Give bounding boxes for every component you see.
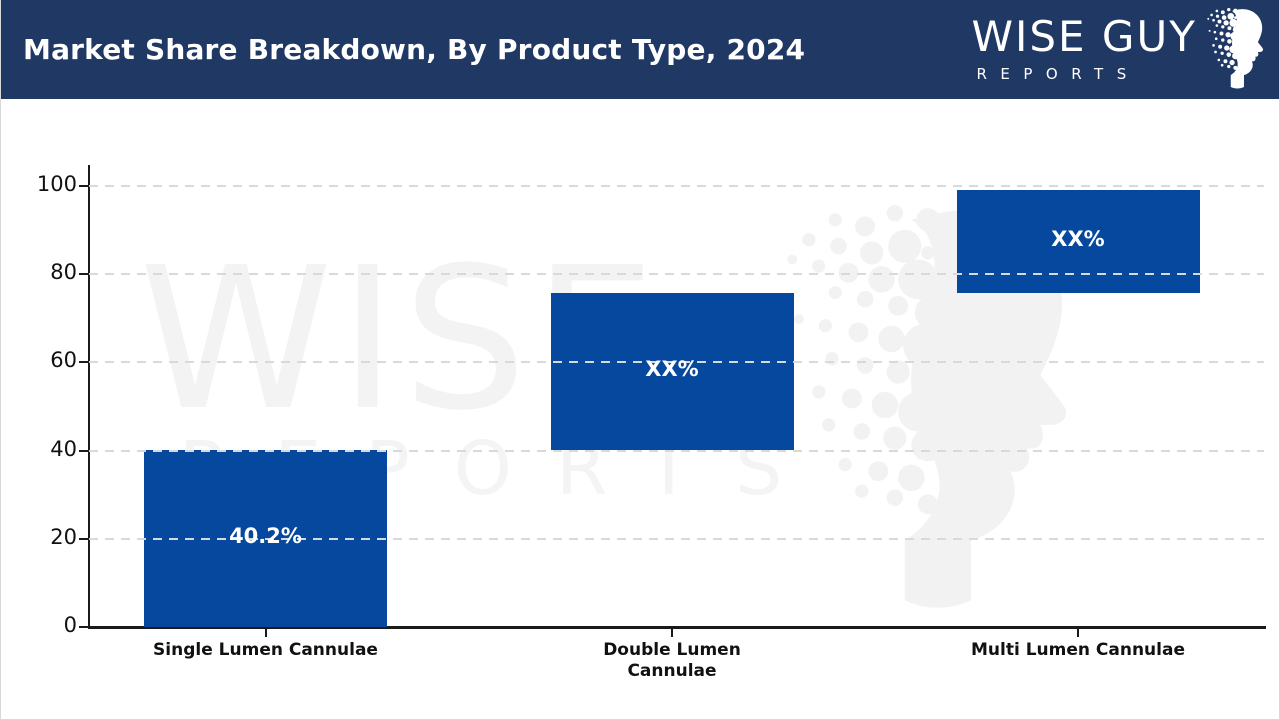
x-tick-mark [671,628,673,637]
y-tick-label: 100 [36,172,77,196]
dotted-head-icon [1207,7,1263,89]
y-tick-label: 0 [63,613,77,637]
y-tick-label: 20 [50,524,77,549]
gridline [89,449,1264,452]
logo: WISE GUY REPORTS [971,7,1265,93]
x-category-label: Multi Lumen Cannulae [970,640,1185,660]
y-tick-mark [79,361,88,364]
y-tick-label: 60 [50,348,77,373]
gridline [89,537,1264,540]
y-tick-mark [79,626,88,628]
header: Market Share Breakdown, By Product Type,… [1,0,1279,99]
logo-text: WISE GUY REPORTS [971,12,1197,84]
y-axis-spine [88,165,90,629]
bar-value-label: XX% [645,357,699,382]
bar-value-label: XX% [1051,227,1105,252]
y-tick-label: 80 [50,260,77,285]
bar-value-label: 40.2% [229,524,302,549]
y-tick-mark [79,537,88,540]
logo-wordmark: WISE GUY [971,12,1197,61]
y-tick-mark [79,185,88,187]
x-axis-spine [88,626,1266,629]
y-tick-mark [79,273,88,276]
page-title: Market Share Breakdown, By Product Type,… [23,33,806,66]
x-category-label: Double Lumen Cannulae [603,640,741,682]
x-tick-mark [1077,628,1079,637]
y-tick-label: 40 [50,436,77,461]
gridline [89,273,1264,276]
gridline [89,361,1264,364]
y-tick-mark [79,449,88,452]
logo-reports-label: REPORTS [976,65,1140,83]
bar [550,293,794,450]
x-category-label: Single Lumen Cannulae [153,640,378,660]
x-tick-mark [264,628,267,637]
gridline [89,185,1264,187]
